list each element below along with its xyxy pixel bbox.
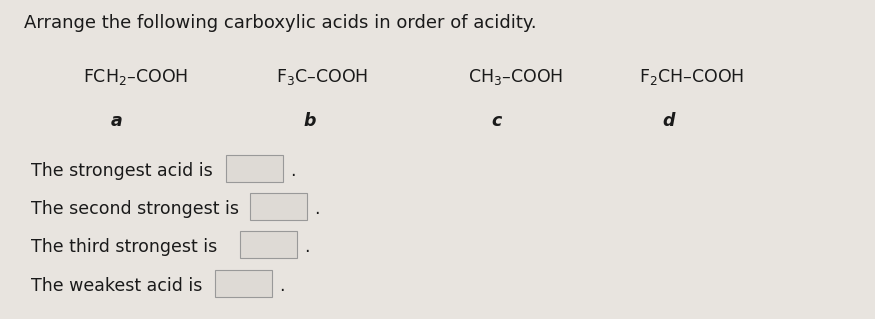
Text: .: . [304,238,309,256]
Text: The weakest acid is: The weakest acid is [31,277,202,294]
Text: Arrange the following carboxylic acids in order of acidity.: Arrange the following carboxylic acids i… [24,14,537,32]
Text: The third strongest is: The third strongest is [31,238,217,256]
Text: The second strongest is: The second strongest is [31,200,239,218]
Text: F$_3$C–COOH: F$_3$C–COOH [276,67,368,86]
Text: .: . [279,277,284,294]
Text: a: a [111,112,123,130]
Text: The strongest acid is: The strongest acid is [31,162,213,180]
Bar [226,155,283,182]
Text: F$_2$CH–COOH: F$_2$CH–COOH [639,67,744,86]
Text: d: d [662,112,675,130]
Text: CH$_3$–COOH: CH$_3$–COOH [468,67,564,86]
Text: .: . [290,162,295,180]
Text: b: b [304,112,316,130]
Text: .: . [314,200,319,218]
Text: FCH$_2$–COOH: FCH$_2$–COOH [83,67,188,86]
Text: c: c [492,112,502,130]
Bar [240,231,297,258]
Bar [250,193,307,220]
Bar [215,270,272,297]
